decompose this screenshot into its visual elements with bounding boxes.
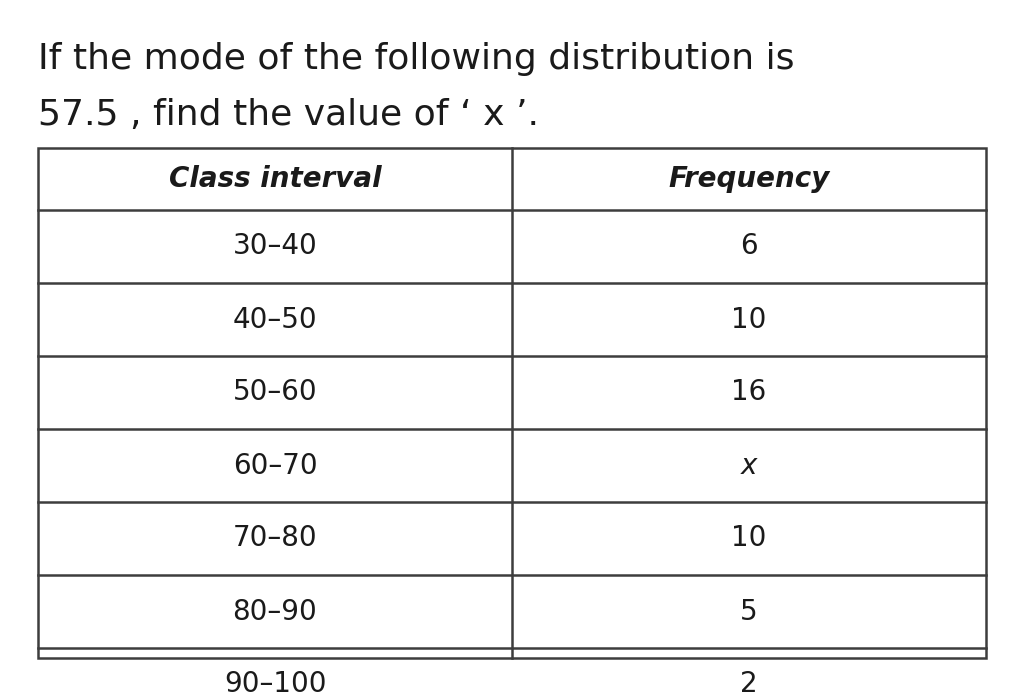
- Text: Class interval: Class interval: [169, 165, 381, 193]
- Text: 40–50: 40–50: [232, 305, 317, 334]
- Text: 10: 10: [731, 525, 767, 552]
- Text: 90–100: 90–100: [224, 671, 327, 692]
- Text: 10: 10: [731, 305, 767, 334]
- Text: x: x: [740, 451, 757, 480]
- Text: 5: 5: [740, 597, 758, 626]
- Text: 60–70: 60–70: [232, 451, 317, 480]
- Text: 50–60: 50–60: [232, 379, 317, 406]
- Text: If the mode of the following distribution is: If the mode of the following distributio…: [38, 42, 795, 76]
- Text: 80–90: 80–90: [232, 597, 317, 626]
- Text: 2: 2: [740, 671, 758, 692]
- Text: 30–40: 30–40: [232, 233, 317, 260]
- Bar: [38, 148, 986, 658]
- Text: Frequency: Frequency: [669, 165, 829, 193]
- Text: 16: 16: [731, 379, 767, 406]
- Text: 57.5 , find the value of ‘ x ’.: 57.5 , find the value of ‘ x ’.: [38, 98, 539, 132]
- Text: 70–80: 70–80: [232, 525, 317, 552]
- Text: 6: 6: [740, 233, 758, 260]
